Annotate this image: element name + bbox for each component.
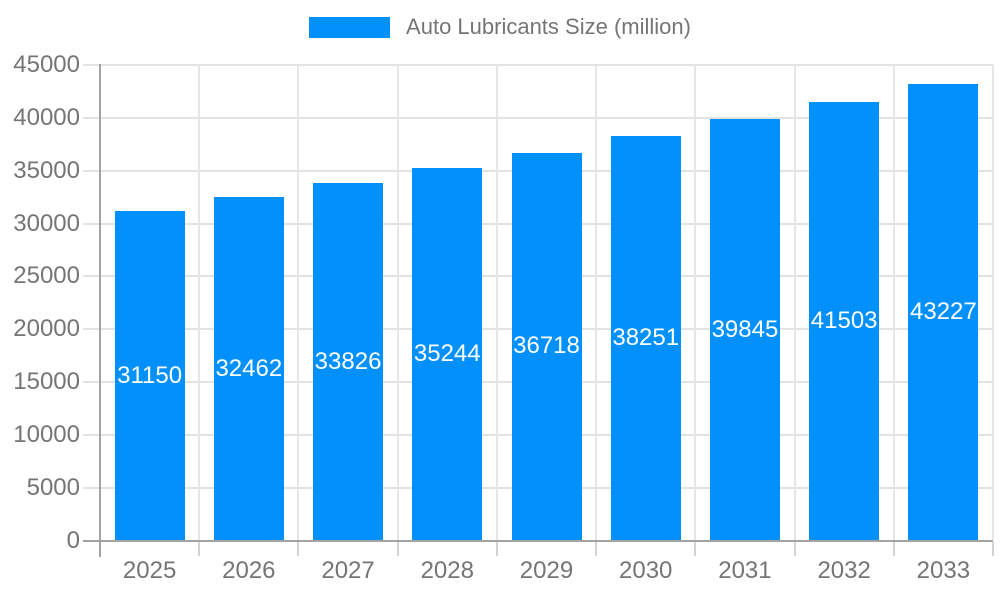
y-tick-label: 25000 (13, 262, 80, 290)
x-tick-label: 2027 (321, 557, 375, 584)
y-tick-label: 20000 (13, 315, 80, 343)
x-tick-label: 2026 (222, 557, 276, 584)
bar-2029[interactable]: 36718 (511, 152, 582, 540)
bar-2032[interactable]: 41503 (809, 101, 880, 540)
bar-value-label: 32462 (215, 354, 283, 382)
bar-value-label: 43227 (910, 297, 977, 325)
x-tick-label: 2028 (420, 557, 474, 584)
gridline-v (198, 65, 201, 540)
x-tick (793, 542, 796, 556)
x-tick (396, 542, 399, 556)
bar-value-label: 38251 (612, 324, 680, 352)
x-tick (198, 542, 201, 556)
gridline-v (396, 65, 399, 540)
bar-2027[interactable]: 33826 (313, 183, 384, 540)
y-tick-label: 45000 (13, 51, 80, 78)
bar-2033[interactable]: 43227 (908, 83, 979, 540)
x-tick-label: 2032 (817, 557, 871, 584)
y-tick-label: 35000 (13, 156, 80, 184)
bar-value-label: 33826 (314, 347, 382, 375)
x-tick (595, 542, 598, 556)
x-tick (694, 542, 697, 556)
x-tick-label: 2033 (916, 557, 971, 584)
gridline-h (83, 116, 993, 119)
bar-value-label: 35244 (413, 340, 481, 368)
x-tick (992, 542, 994, 556)
legend-item[interactable]: Auto Lubricants Size (million) (309, 14, 691, 40)
x-tick (495, 542, 498, 556)
y-tick-label: 10000 (13, 420, 80, 448)
bar-2030[interactable]: 38251 (610, 136, 681, 540)
y-tick-label: 40000 (13, 103, 80, 131)
y-tick-label: 0 (66, 526, 80, 554)
bar-2031[interactable]: 39845 (709, 119, 780, 540)
x-axis-line (83, 540, 993, 542)
bar-value-label: 39845 (711, 315, 779, 343)
x-tick (892, 542, 895, 556)
y-tick-label: 15000 (13, 368, 80, 395)
gridline-v (694, 65, 697, 540)
legend-label: Auto Lubricants Size (million) (406, 14, 691, 39)
gridline-v (992, 65, 994, 540)
gridline-v (495, 65, 498, 540)
bar-2025[interactable]: 31150 (114, 211, 185, 540)
gridline-h (83, 64, 993, 66)
x-tick-label: 2025 (122, 557, 177, 584)
gridline-v (595, 65, 598, 540)
gridline-v (892, 65, 895, 540)
bar-value-label: 36718 (513, 332, 580, 360)
x-tick-label: 2030 (619, 557, 673, 584)
bar-2028[interactable]: 35244 (412, 168, 483, 540)
x-tick-label: 2031 (718, 557, 772, 584)
bar-2026[interactable]: 32462 (213, 197, 284, 540)
bar-value-label: 31150 (117, 361, 183, 389)
y-tick-label: 30000 (13, 209, 80, 237)
y-tick-label: 5000 (26, 473, 80, 501)
gridline-v (793, 65, 796, 540)
x-tick-label: 2029 (519, 557, 574, 584)
legend-swatch-icon (309, 16, 391, 38)
gridline-v (297, 65, 300, 540)
y-axis-line (99, 64, 101, 557)
x-tick (297, 542, 300, 556)
legend: Auto Lubricants Size (million) (0, 14, 1000, 40)
bar-value-label: 41503 (810, 306, 878, 334)
